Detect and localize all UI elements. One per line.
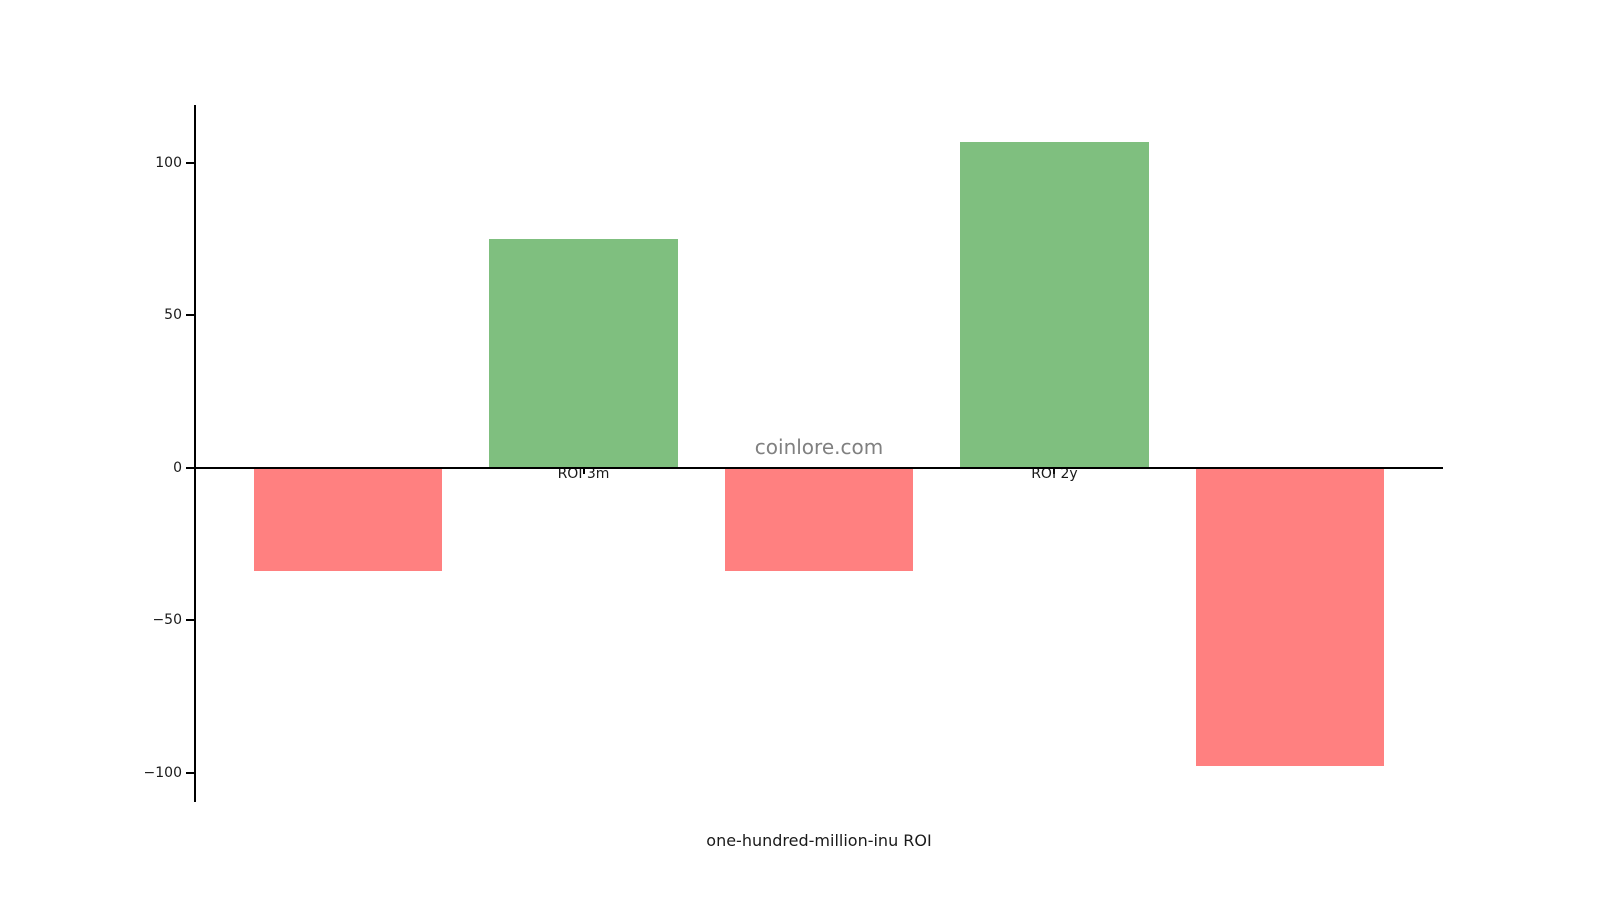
bar <box>724 467 914 572</box>
y-tick-mark <box>186 161 194 164</box>
y-tick-label: −50 <box>152 612 182 629</box>
watermark: coinlore.com <box>754 435 884 459</box>
y-axis-line <box>194 105 196 802</box>
bar <box>489 239 678 468</box>
bar <box>960 141 1149 468</box>
y-tick-label: 0 <box>173 459 182 476</box>
bar <box>1195 467 1385 767</box>
y-tick-label: 100 <box>155 154 182 171</box>
x-tick-label: ROI 3m <box>557 465 610 482</box>
y-tick-mark <box>186 771 194 774</box>
x-tick-label: ROI 2y <box>1031 465 1078 482</box>
x-axis-zero-line <box>195 467 1443 469</box>
x-tick-mark <box>1053 467 1056 474</box>
y-tick-mark <box>186 466 194 469</box>
y-tick-mark <box>186 619 194 622</box>
chart-title: one-hundred-million-inu ROI <box>706 831 932 850</box>
y-tick-label: −100 <box>143 764 182 781</box>
y-tick-mark <box>186 314 194 317</box>
y-tick-label: 50 <box>164 307 182 324</box>
x-tick-mark <box>582 467 585 474</box>
bar <box>253 467 443 572</box>
